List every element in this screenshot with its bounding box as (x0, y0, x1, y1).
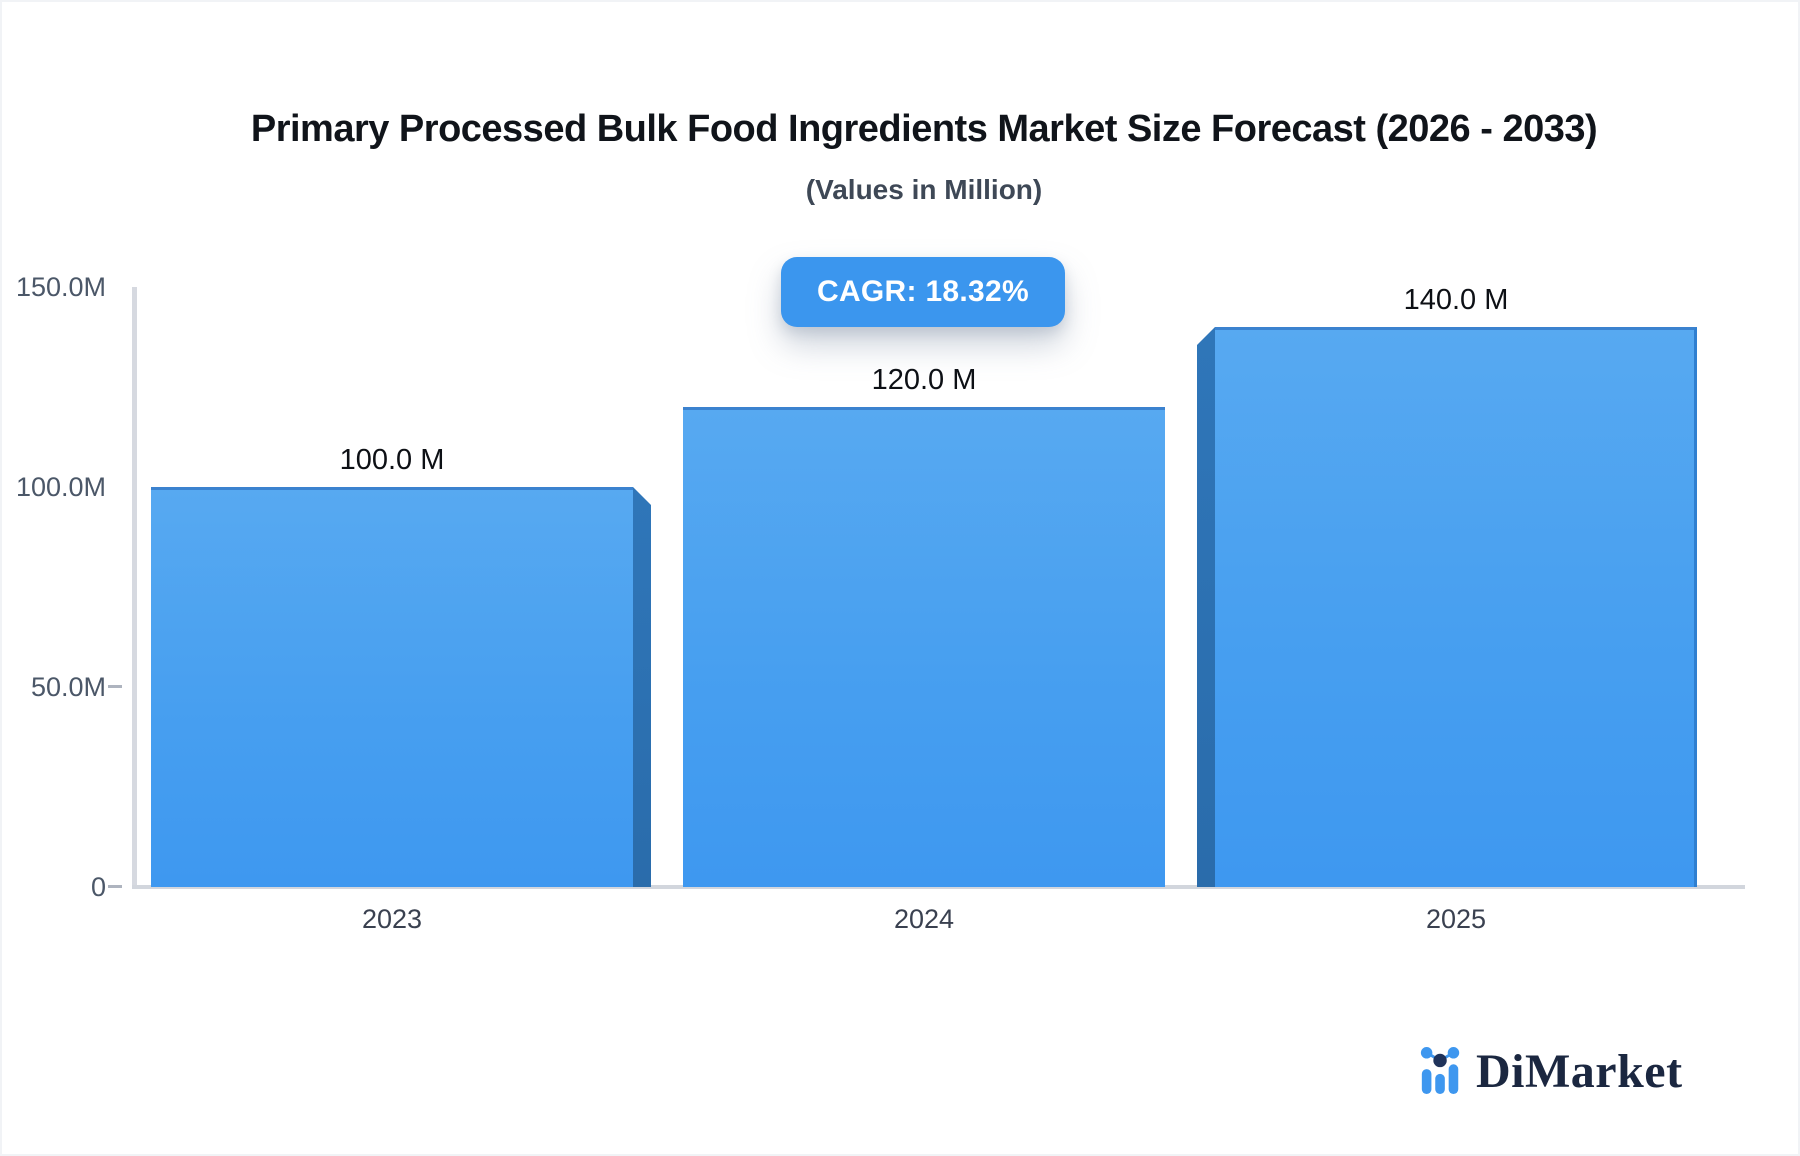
dimarket-logo[interactable]: DiMarket (1418, 1044, 1683, 1098)
chart-subtitle: (Values in Million) (805, 174, 1043, 205)
y-axis-label: 150.0M (15, 272, 106, 302)
bar-2024[interactable] (683, 407, 1165, 887)
bar-value-label: 120.0 M (871, 364, 977, 396)
y-axis-line (132, 287, 137, 889)
bar-value-label: 140.0 M (1403, 284, 1509, 316)
bar-side-face (633, 487, 651, 887)
y-axis-tick (108, 885, 122, 888)
y-axis-tick (108, 685, 122, 688)
x-axis-label: 2025 (1425, 904, 1487, 934)
x-axis-line (132, 885, 1745, 889)
x-axis-label: 2024 (893, 904, 955, 934)
bar-2023[interactable] (151, 487, 633, 887)
bar-side-face (1197, 327, 1215, 887)
dimarket-logo-icon (1420, 1047, 1460, 1094)
bar-value-label: 100.0 M (339, 444, 445, 476)
bar-2025[interactable] (1215, 327, 1697, 887)
chart-title: Primary Processed Bulk Food Ingredients … (250, 108, 1598, 150)
dimarket-logo-text: DiMarket (1476, 1045, 1683, 1098)
y-axis-label: 0 (90, 872, 106, 902)
x-axis-label: 2023 (361, 904, 423, 934)
y-axis-label: 50.0M (30, 672, 106, 702)
y-axis-label: 100.0M (15, 472, 106, 502)
cagr-badge: CAGR: 18.32% (780, 257, 1066, 327)
